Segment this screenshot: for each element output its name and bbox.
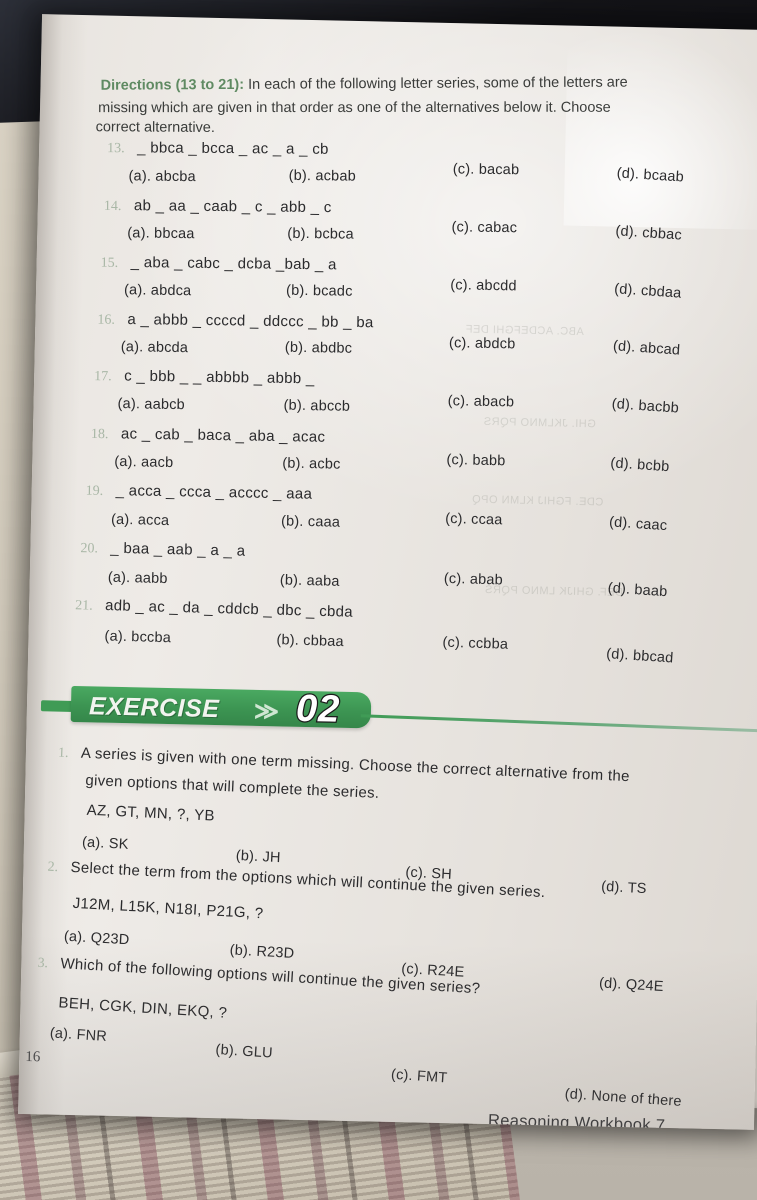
question-number: 19. xyxy=(85,483,104,499)
question-series: ab _ aa _ caab _ c _ abb _ c xyxy=(133,197,332,217)
option-b[interactable]: (b). bcbca xyxy=(287,225,354,243)
question-number: 17. xyxy=(94,369,112,385)
option-c[interactable]: (c). ccaa xyxy=(444,510,503,529)
question-series: c _ bbb _ _ abbbb _ abbb _ xyxy=(124,367,315,388)
question-series: J12M, L15K, N18I, P21G, ? xyxy=(72,894,264,923)
question-20: 20. _ baa _ aab _ a _ a xyxy=(80,539,245,561)
option-c[interactable]: (c). abdcb xyxy=(448,335,516,353)
question-13: 13. _ bbca _ bcca _ ac _ a _ cb xyxy=(107,139,329,159)
question-18: 18. ac _ cab _ baca _ aba _ acac xyxy=(91,425,326,447)
option-b[interactable]: (b). abdbc xyxy=(284,339,353,357)
option-c[interactable]: (c). abacb xyxy=(447,393,515,411)
option-b[interactable]: (b). JH xyxy=(235,847,282,867)
option-a[interactable]: (a). abcba xyxy=(128,168,196,186)
option-b[interactable]: (b). cbbaa xyxy=(276,632,344,651)
question-number: 15. xyxy=(100,255,119,271)
question-series: ac _ cab _ baca _ aba _ acac xyxy=(120,425,326,446)
question-stem-line-1: Select the term from the options which w… xyxy=(70,858,546,902)
question-series: AZ, GT, MN, ?, YB xyxy=(86,801,216,825)
question-number: 14. xyxy=(103,198,122,215)
question-series: _ aba _ cabc _ dcba _bab _ a xyxy=(130,254,337,274)
option-d[interactable]: (d). bcbb xyxy=(609,455,670,476)
exercise-banner: EXERCISE ≫ 02 xyxy=(40,676,757,750)
question-16: 16. a _ abbb _ ccccd _ ddccc _ bb _ ba xyxy=(97,311,373,333)
directions-line-1: Directions (13 to 21): In each of the fo… xyxy=(101,72,628,98)
option-b[interactable]: (b). aaba xyxy=(279,572,340,590)
directions-label: Directions (13 to 21): xyxy=(100,76,245,94)
option-d[interactable]: (d). caac xyxy=(608,514,668,535)
ex2-question-2: 2. Select the term from the options whic… xyxy=(47,858,546,902)
option-a[interactable]: (a). acca xyxy=(110,511,170,529)
question-number: 16. xyxy=(97,312,116,328)
option-c[interactable]: (c). babb xyxy=(446,452,506,470)
option-a[interactable]: (a). aacb xyxy=(114,453,174,472)
banner-exercise-label: EXERCISE xyxy=(88,692,220,724)
question-number: 18. xyxy=(90,426,109,443)
option-d[interactable]: (d). bacbb xyxy=(611,396,680,417)
banner-exercise-number: 02 xyxy=(294,687,342,732)
option-c[interactable]: (c). bacab xyxy=(452,161,520,179)
banner-rule xyxy=(360,714,757,733)
option-d[interactable]: (d). cbbac xyxy=(614,223,683,244)
page-bottom-shading xyxy=(18,933,757,1130)
option-a[interactable]: (a). abcda xyxy=(120,339,189,357)
question-number: 20. xyxy=(80,541,99,557)
question-stem-line-2: given options that will complete the ser… xyxy=(85,771,380,802)
option-a[interactable]: (a). bbcaa xyxy=(127,225,195,243)
option-d[interactable]: (d). baab xyxy=(607,580,668,601)
option-a[interactable]: (a). abdca xyxy=(123,282,192,300)
option-a[interactable]: (a). aabb xyxy=(107,569,168,588)
directions-line-3: correct alternative. xyxy=(95,119,215,136)
option-b[interactable]: (b). acbab xyxy=(288,167,357,185)
question-14: 14. ab _ aa _ caab _ c _ abb _ c xyxy=(104,197,332,217)
option-b[interactable]: (b). abccb xyxy=(283,397,351,415)
directions-line-1-text: In each of the following letter series, … xyxy=(248,74,628,93)
question-15: 15. _ aba _ cabc _ dcba _bab _ a xyxy=(101,254,337,275)
question-number: 13. xyxy=(107,141,125,157)
option-c[interactable]: (c). abcdd xyxy=(450,277,517,295)
question-series: _ baa _ aab _ a _ a xyxy=(110,539,246,560)
option-c[interactable]: (c). abab xyxy=(443,570,504,589)
question-17: 17. c _ bbb _ _ abbbb _ abbb _ xyxy=(94,367,315,388)
question-21: 21. adb _ ac _ da _ cddcb _ dbc _ cbda xyxy=(75,596,353,622)
option-a[interactable]: (a). bccba xyxy=(104,628,172,647)
question-19: 19. _ acca _ ccca _ acccc _ aaa xyxy=(86,482,313,504)
option-b[interactable]: (b). caaa xyxy=(280,513,341,531)
book-page: ABC. ACDEFGHI DEF GHI. JKLMNO PQRS CDE. … xyxy=(18,14,757,1130)
option-a[interactable]: (a). aabcb xyxy=(117,395,186,414)
question-series: _ bbca _ bcca _ ac _ a _ cb xyxy=(137,139,329,158)
option-d[interactable]: (d). bbcad xyxy=(605,646,674,667)
option-b[interactable]: (b). acbc xyxy=(282,455,341,473)
question-series: a _ abbb _ ccccd _ ddccc _ bb _ ba xyxy=(127,310,374,332)
question-series: adb _ ac _ da _ cddcb _ dbc _ cbda xyxy=(104,597,354,621)
option-d[interactable]: (d). TS xyxy=(600,878,648,898)
question-number: 2. xyxy=(47,859,59,876)
option-a[interactable]: (a). SK xyxy=(81,834,129,853)
option-d[interactable]: (d). abcad xyxy=(612,338,681,359)
question-number: 1. xyxy=(57,745,69,762)
question-number: 21. xyxy=(74,598,93,614)
option-d[interactable]: (d). bcaab xyxy=(616,165,685,186)
double-chevron-right-icon: ≫ xyxy=(253,697,280,726)
question-series: _ acca _ ccca _ acccc _ aaa xyxy=(115,482,313,503)
option-d[interactable]: (d). cbdaa xyxy=(613,281,682,302)
option-c[interactable]: (c). ccbba xyxy=(442,634,509,653)
option-b[interactable]: (b). bcadc xyxy=(285,282,353,300)
option-c[interactable]: (c). cabac xyxy=(451,219,518,237)
